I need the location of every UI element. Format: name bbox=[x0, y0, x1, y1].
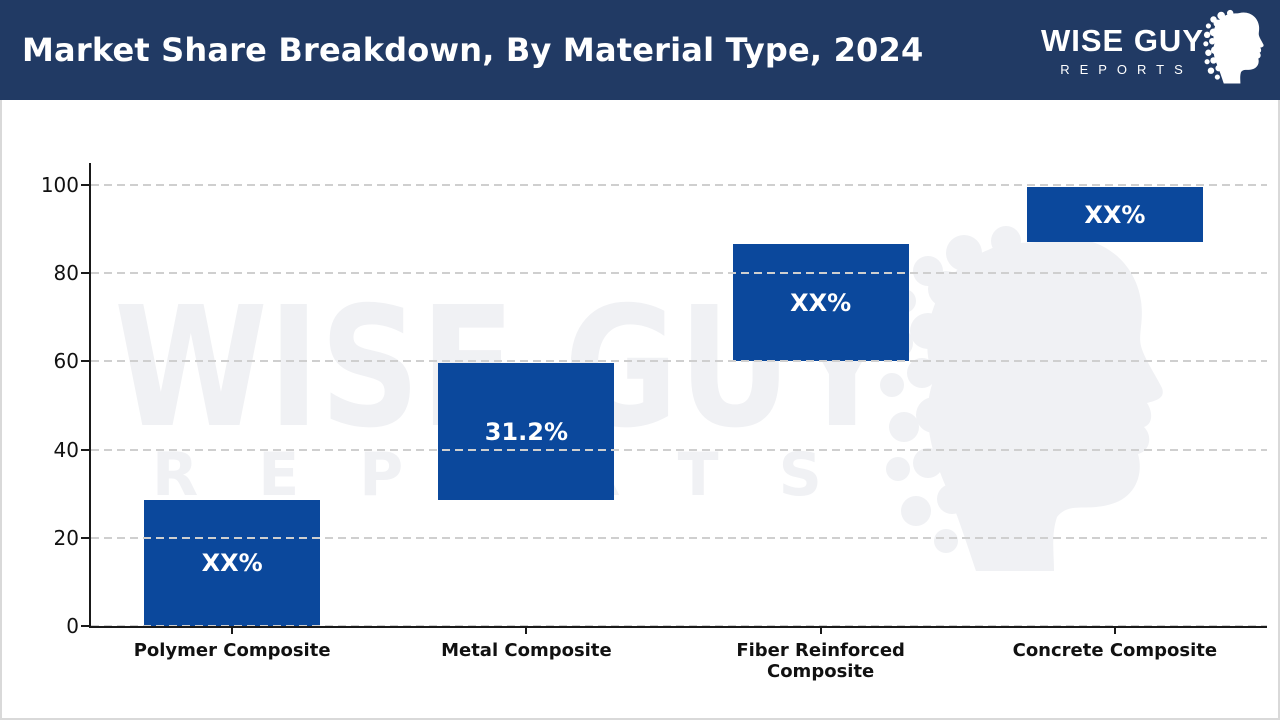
bar bbox=[732, 244, 909, 362]
bar-value-label: XX% bbox=[790, 288, 852, 317]
grid-line bbox=[91, 360, 1267, 363]
y-tick-mark bbox=[81, 536, 89, 539]
x-tick-label: Concrete Composite bbox=[1012, 640, 1218, 661]
bar-value-label: 31.2% bbox=[484, 417, 568, 446]
x-axis-line bbox=[89, 626, 1267, 628]
x-tick-label: Fiber Reinforced Composite bbox=[736, 640, 905, 682]
y-tick-label: 20 bbox=[53, 525, 79, 550]
x-tick-mark bbox=[1113, 627, 1116, 634]
brand-head-icon bbox=[1203, 9, 1264, 84]
y-axis-line bbox=[89, 163, 91, 628]
y-tick-label: 80 bbox=[53, 261, 79, 286]
grid-line bbox=[91, 184, 1267, 186]
bar bbox=[1026, 187, 1203, 243]
x-tick-label: Polymer Composite bbox=[133, 640, 331, 661]
y-tick-mark bbox=[81, 360, 89, 363]
y-tick-mark bbox=[81, 625, 89, 627]
x-tick-mark bbox=[525, 627, 528, 634]
grid-line bbox=[91, 536, 1267, 539]
brand-subtitle: REPORTS bbox=[1060, 62, 1193, 77]
y-tick-mark bbox=[81, 448, 89, 451]
x-tick-mark bbox=[231, 627, 234, 634]
grid-line bbox=[91, 448, 1267, 451]
brand-logo-text: WISE GUY REPORTS bbox=[1041, 23, 1204, 77]
brand-name: WISE GUY bbox=[1040, 23, 1204, 58]
bar bbox=[438, 362, 615, 501]
bar-value-label: XX% bbox=[201, 549, 263, 578]
bar-value-label: XX% bbox=[1084, 200, 1146, 229]
page-title: Market Share Breakdown, By Material Type… bbox=[22, 31, 924, 69]
x-tick-mark bbox=[819, 627, 822, 634]
bar bbox=[144, 500, 321, 626]
y-tick-label: 0 bbox=[66, 614, 79, 638]
grid-line bbox=[91, 272, 1267, 275]
brand-logo: WISE GUY REPORTS bbox=[1041, 4, 1266, 90]
x-tick-label: Metal Composite bbox=[441, 640, 612, 661]
y-tick-label: 100 bbox=[40, 173, 79, 197]
y-tick-mark bbox=[81, 184, 89, 186]
y-tick-label: 40 bbox=[53, 437, 79, 462]
header-bar: Market Share Breakdown, By Material Type… bbox=[0, 0, 1280, 100]
y-tick-mark bbox=[81, 272, 89, 275]
y-tick-label: 60 bbox=[53, 349, 79, 374]
